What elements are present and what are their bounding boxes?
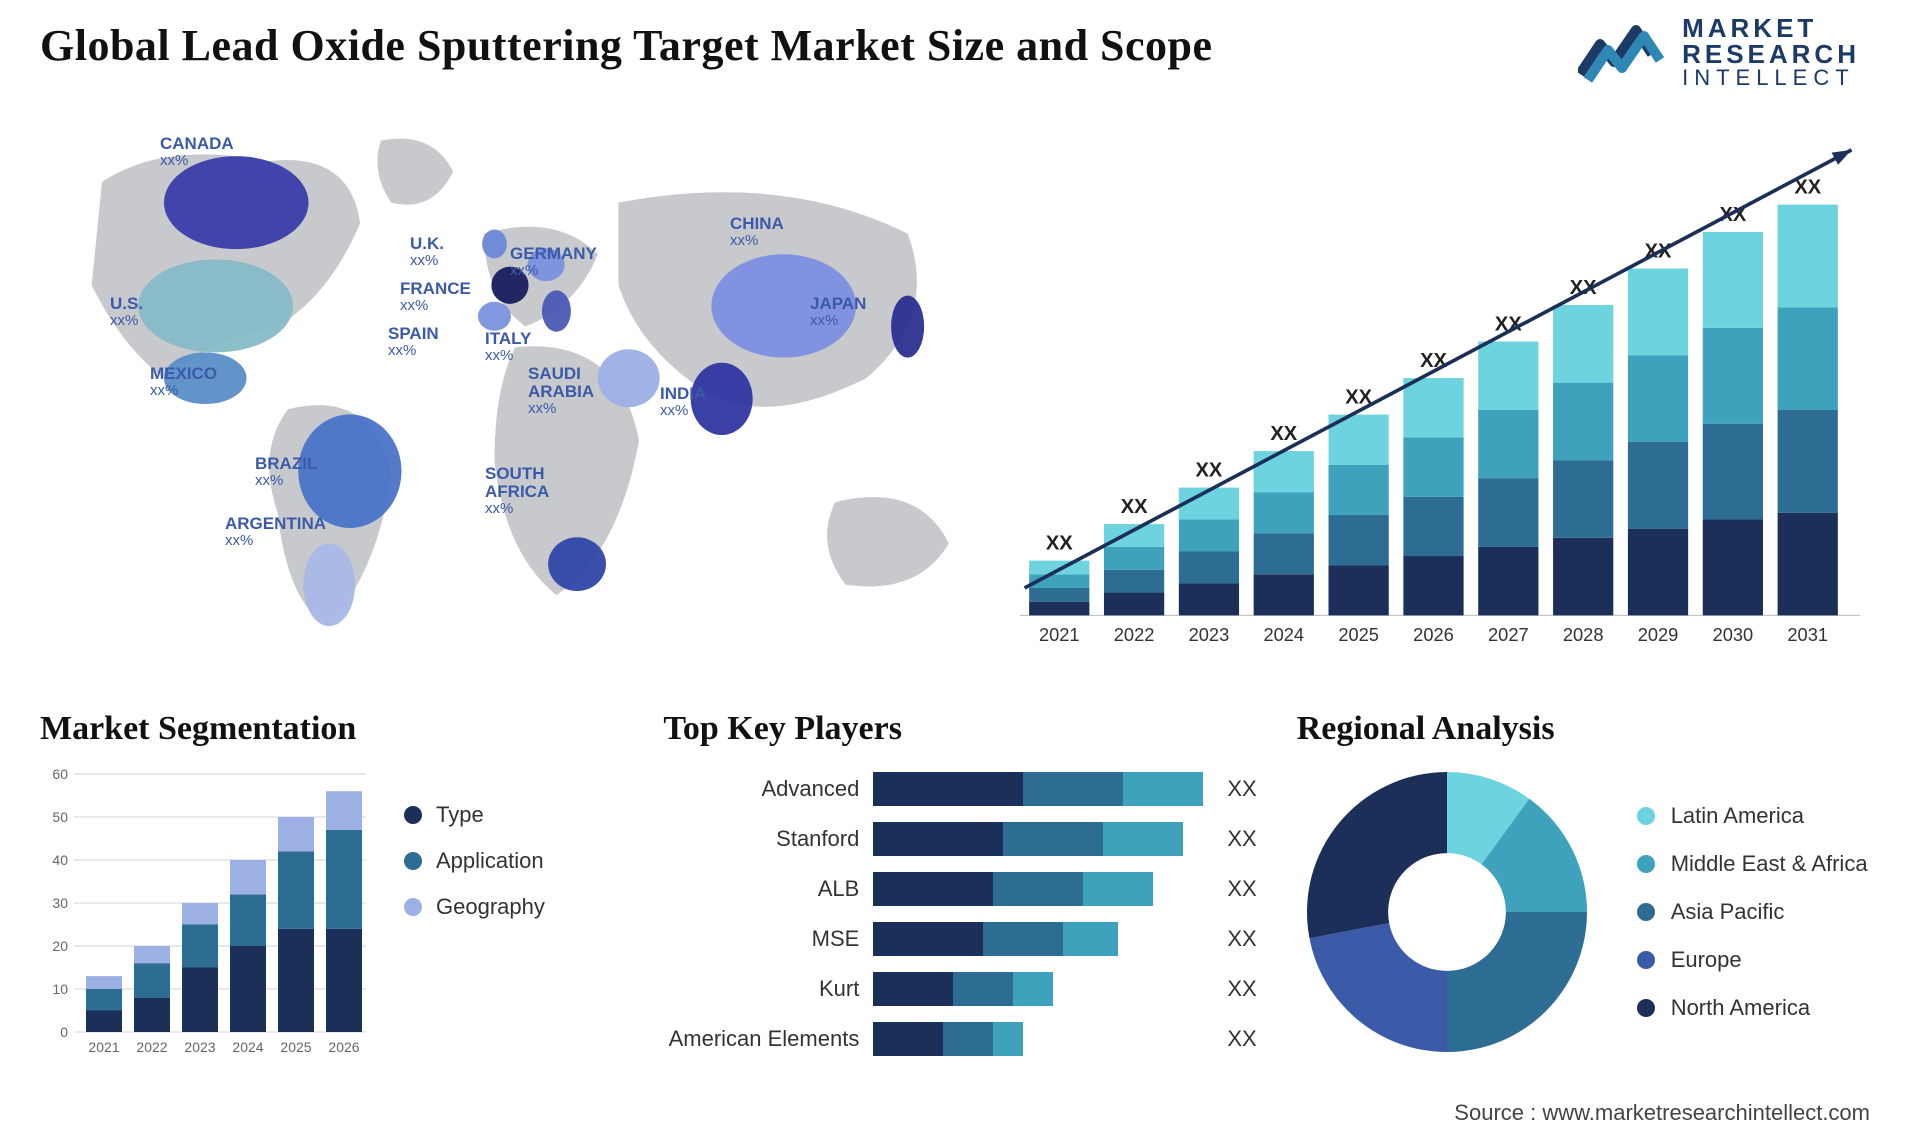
svg-text:2021: 2021 — [88, 1039, 119, 1055]
svg-text:2021: 2021 — [1039, 624, 1080, 645]
player-name: Advanced — [663, 776, 873, 802]
player-row: American Elements XX — [663, 1018, 1256, 1060]
map-label: FRANCExx% — [400, 280, 471, 314]
player-name: Stanford — [663, 826, 873, 852]
segmentation-panel: Market Segmentation 0 10 20 30 40 50 60 2021 202… — [40, 710, 623, 1090]
svg-text:2030: 2030 — [1713, 624, 1754, 645]
regional-legend-item: Middle East & Africa — [1637, 851, 1868, 877]
player-name: MSE — [663, 926, 873, 952]
svg-text:10: 10 — [52, 981, 68, 997]
svg-text:2025: 2025 — [280, 1039, 311, 1055]
player-name: Kurt — [663, 976, 873, 1002]
map-label: BRAZILxx% — [255, 455, 317, 489]
player-name: ALB — [663, 876, 873, 902]
player-bar — [873, 822, 1213, 856]
world-map: CANADAxx% U.S.xx% MEXICOxx% BRAZILxx% ARGENT… — [40, 120, 990, 680]
player-bar — [873, 872, 1213, 906]
player-value: XX — [1213, 976, 1256, 1002]
svg-text:60: 60 — [52, 766, 68, 782]
market-size-chart: 2021XX2022XX2023XX2024XX2025XX2026XX2027… — [1020, 120, 1880, 680]
player-name: American Elements — [663, 1026, 873, 1052]
segmentation-legend-item: Geography — [404, 894, 545, 920]
map-label: U.S.xx% — [110, 295, 143, 329]
source-text: Source : www.marketresearchintellect.com — [1454, 1100, 1870, 1126]
map-label: CANADAxx% — [160, 135, 234, 169]
svg-text:2024: 2024 — [232, 1039, 263, 1055]
player-row: MSE XX — [663, 918, 1256, 960]
player-row: Kurt XX — [663, 968, 1256, 1010]
logo-text-1: MARKET — [1682, 15, 1860, 41]
player-value: XX — [1213, 926, 1256, 952]
svg-text:2022: 2022 — [136, 1039, 167, 1055]
key-players-title: Top Key Players — [663, 710, 1256, 748]
svg-text:2027: 2027 — [1488, 624, 1529, 645]
main-chart-svg: 2021XX2022XX2023XX2024XX2025XX2026XX2027… — [1020, 140, 1860, 680]
segmentation-legend-item: Type — [404, 802, 545, 828]
svg-text:XX: XX — [1046, 533, 1073, 555]
svg-text:2029: 2029 — [1638, 624, 1679, 645]
player-row: Stanford XX — [663, 818, 1256, 860]
regional-donut-svg — [1297, 762, 1597, 1062]
player-bar — [873, 772, 1213, 806]
player-bar — [873, 922, 1213, 956]
svg-text:2023: 2023 — [1189, 624, 1230, 645]
map-label: JAPANxx% — [810, 295, 866, 329]
map-label: SAUDIARABIAxx% — [528, 365, 594, 416]
regional-legend-item: Latin America — [1637, 803, 1868, 829]
segmentation-title: Market Segmentation — [40, 710, 623, 748]
svg-text:XX: XX — [1196, 460, 1223, 482]
player-value: XX — [1213, 876, 1256, 902]
regional-legend-item: Asia Pacific — [1637, 899, 1868, 925]
player-row: ALB XX — [663, 868, 1256, 910]
segmentation-chart-svg: 0 10 20 30 40 50 60 2021 2022 2023 2024 2025 2026 — [40, 762, 370, 1062]
regional-legend: Latin America Middle East & Africa Asia Pa… — [1637, 803, 1868, 1021]
map-label: CHINAxx% — [730, 215, 784, 249]
map-label: MEXICOxx% — [150, 365, 217, 399]
map-label: INDIAxx% — [660, 385, 706, 419]
svg-text:2024: 2024 — [1264, 624, 1305, 645]
map-label: U.K.xx% — [410, 235, 444, 269]
svg-text:2026: 2026 — [328, 1039, 359, 1055]
svg-text:2028: 2028 — [1563, 624, 1604, 645]
key-players-panel: Top Key Players Advanced XX Stanford XX ALB X… — [663, 710, 1256, 1090]
svg-text:50: 50 — [52, 809, 68, 825]
logo-text-2: RESEARCH — [1682, 41, 1860, 67]
map-label: GERMANYxx% — [510, 245, 597, 279]
svg-text:20: 20 — [52, 938, 68, 954]
svg-text:40: 40 — [52, 852, 68, 868]
svg-text:2025: 2025 — [1339, 624, 1380, 645]
map-label: ARGENTINAxx% — [225, 515, 326, 549]
map-label: SOUTHAFRICAxx% — [485, 465, 549, 516]
svg-text:XX: XX — [1271, 423, 1298, 445]
regional-legend-item: Europe — [1637, 947, 1868, 973]
player-value: XX — [1213, 776, 1256, 802]
svg-text:2026: 2026 — [1413, 624, 1454, 645]
player-bar — [873, 972, 1213, 1006]
segmentation-legend: Type Application Geography — [404, 762, 545, 920]
player-row: Advanced XX — [663, 768, 1256, 810]
segmentation-legend-item: Application — [404, 848, 545, 874]
player-value: XX — [1213, 1026, 1256, 1052]
regional-title: Regional Analysis — [1297, 710, 1880, 748]
logo-text-3: INTELLECT — [1682, 67, 1860, 89]
svg-text:30: 30 — [52, 895, 68, 911]
map-label: SPAINxx% — [388, 325, 439, 359]
svg-text:XX: XX — [1121, 496, 1148, 518]
svg-text:XX: XX — [1420, 350, 1447, 372]
svg-text:2022: 2022 — [1114, 624, 1155, 645]
svg-text:2023: 2023 — [184, 1039, 215, 1055]
player-value: XX — [1213, 826, 1256, 852]
player-bar — [873, 1022, 1213, 1056]
svg-text:2031: 2031 — [1788, 624, 1829, 645]
brand-logo: MARKET RESEARCH INTELLECT — [1578, 15, 1860, 89]
key-players-list: AdvancedXXStanfordXXALBXXMSEXXKurtXXAmer… — [663, 762, 1256, 1060]
map-label: ITALYxx% — [485, 330, 531, 364]
regional-panel: Regional Analysis Latin America Middle Ea… — [1297, 710, 1880, 1090]
logo-mark-icon — [1578, 20, 1668, 84]
regional-legend-item: North America — [1637, 995, 1868, 1021]
svg-text:0: 0 — [60, 1024, 68, 1040]
